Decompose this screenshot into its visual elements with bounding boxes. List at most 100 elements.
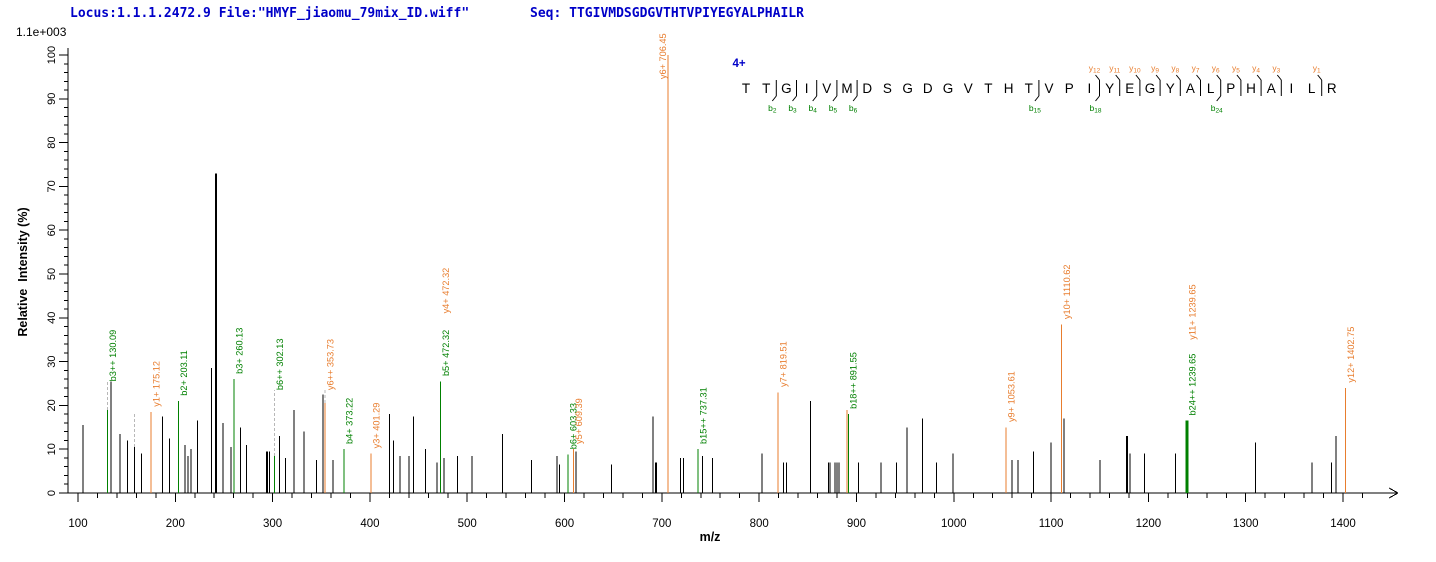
sequence-residue: I xyxy=(1088,81,1092,96)
b-ion-marker-label: b24 xyxy=(1211,103,1223,115)
x-axis-arrowhead xyxy=(1388,492,1399,499)
fragment-ion-label: y5+ 609.39 xyxy=(574,398,584,444)
y-tick-label: 20 xyxy=(46,399,58,411)
y-ion-tick xyxy=(1317,74,1323,81)
b-ion-tick xyxy=(852,95,858,102)
sequence-residue: A xyxy=(1267,81,1276,96)
y-tick-label: 30 xyxy=(46,355,58,367)
fragment-ion-label: b4+ 373.22 xyxy=(344,398,354,444)
base-peak-intensity: 1.1e+003 xyxy=(16,25,67,39)
sequence-residue: Y xyxy=(1105,81,1114,96)
sequence-residue: L xyxy=(1207,81,1215,96)
fragment-ion-label: y10+ 1110.62 xyxy=(1062,265,1072,320)
x-tick-label: 100 xyxy=(68,518,87,530)
y-tick-label: 90 xyxy=(46,93,58,105)
b-ion-tick xyxy=(1216,95,1222,102)
y-ion-marker-label: y9 xyxy=(1151,63,1159,75)
sequence-residue: E xyxy=(1125,81,1134,96)
fragment-ion-label: b6+ 603.33 xyxy=(568,403,578,449)
sequence-residue: S xyxy=(883,81,892,96)
fragment-ion-label: y7+ 819.51 xyxy=(779,341,789,387)
sequence-residue: V xyxy=(822,81,831,96)
y-tick-label: 70 xyxy=(46,180,58,192)
x-tick-label: 800 xyxy=(750,518,769,530)
fragment-ion-label: y12+ 1402.75 xyxy=(1346,327,1356,383)
sequence-residue: T xyxy=(762,81,770,96)
sequence-residue: V xyxy=(1044,81,1053,96)
sequence-residue: I xyxy=(1290,81,1294,96)
fragment-ion-label: y9+ 1053.61 xyxy=(1006,371,1016,422)
sequence-residue: P xyxy=(1226,81,1235,96)
sequence-residue: L xyxy=(1308,81,1316,96)
b-ion-marker-label: b5 xyxy=(829,103,838,115)
x-tick-label: 1000 xyxy=(941,518,967,530)
x-tick-label: 600 xyxy=(555,518,574,530)
y-ion-marker-label: y11 xyxy=(1109,63,1120,75)
sequence-residue: G xyxy=(781,81,792,96)
locus-file-text: Locus:1.1.1.2472.9 File:"HMYF_jiaomu_79m… xyxy=(70,6,470,21)
x-tick-label: 1200 xyxy=(1136,518,1162,530)
fragment-ion-label: b18++ 891.55 xyxy=(849,352,859,409)
sequence-residue: T xyxy=(742,81,750,96)
sequence-residue: M xyxy=(841,81,852,96)
b-ion-tick xyxy=(1095,95,1100,102)
fragment-ion-label: y6++ 353.73 xyxy=(325,339,335,390)
y-ion-marker-label: y5 xyxy=(1232,63,1240,75)
y-ion-tick xyxy=(1196,74,1201,81)
sequence-residue: V xyxy=(964,81,973,96)
y-tick-label: 50 xyxy=(46,268,58,280)
sequence-residue: G xyxy=(943,81,954,96)
y-ion-tick xyxy=(1216,74,1222,81)
fragment-ion-label: y11+ 1239.65 xyxy=(1187,284,1197,339)
sequence-label-text: Seq: TTGIVMDSGDGVTHTVPIYEGYALPHAILR xyxy=(530,6,804,21)
fragment-ion-label: y6+ 706.45 xyxy=(658,33,668,79)
b-ion-marker-label: b6 xyxy=(849,103,858,115)
y-ion-tick xyxy=(1115,74,1121,81)
sequence-residue: Y xyxy=(1166,81,1175,96)
fragment-ion-label: b15++ 737.31 xyxy=(699,387,709,444)
fragment-ion-label: b3+ 260.13 xyxy=(234,328,244,374)
x-axis-arrowhead xyxy=(1388,487,1399,494)
peaks xyxy=(82,55,1347,493)
y-ion-tick xyxy=(1256,74,1262,81)
x-tick-label: 900 xyxy=(847,518,866,530)
b-ion-tick xyxy=(1034,95,1040,102)
fragment-ion-label: y1+ 175.12 xyxy=(152,361,162,407)
x-tick-label: 1400 xyxy=(1330,518,1356,530)
y-tick-label: 100 xyxy=(46,46,58,64)
y-ion-marker-label: y4 xyxy=(1252,63,1260,75)
b-ion-marker-label: b18 xyxy=(1090,103,1102,115)
y-ion-marker-label: y10 xyxy=(1129,63,1141,75)
y-tick-label: 80 xyxy=(46,136,58,148)
b-ion-tick xyxy=(832,95,838,102)
y-ion-marker-label: y1 xyxy=(1313,63,1321,75)
sequence-residue: H xyxy=(1004,81,1014,96)
y-ion-marker-label: y7 xyxy=(1192,63,1200,75)
sequence-residue: G xyxy=(1145,81,1156,96)
fragment-ion-label: b24++ 1239.65 xyxy=(1187,354,1197,416)
y-tick-label: 60 xyxy=(46,224,58,236)
y-ion-tick xyxy=(1276,74,1282,81)
b-ion-marker-label: b2 xyxy=(768,103,777,115)
x-tick-label: 1300 xyxy=(1233,518,1259,530)
y-ion-tick xyxy=(1095,74,1100,81)
b-ion-marker-label: b4 xyxy=(809,103,818,115)
sequence-residue: R xyxy=(1327,81,1337,96)
precursor-charge-label: 4+ xyxy=(732,58,745,70)
sequence-residue: G xyxy=(902,81,913,96)
y-tick-label: 0 xyxy=(46,490,58,496)
sequence-residue: T xyxy=(1025,81,1033,96)
b-ion-tick xyxy=(812,95,818,102)
x-tick-label: 1100 xyxy=(1039,518,1064,530)
y-ion-tick xyxy=(1135,74,1141,81)
b-ion-tick xyxy=(792,95,797,102)
fragment-ion-label: b5+ 472.32 xyxy=(441,330,451,376)
x-axis-title: m/z xyxy=(700,530,721,544)
x-tick-label: 500 xyxy=(458,518,477,530)
sequence-residue: T xyxy=(984,81,992,96)
y-ion-tick xyxy=(1155,74,1161,81)
b-ion-marker-label: b15 xyxy=(1029,103,1041,115)
y-tick-label: 40 xyxy=(46,312,58,324)
